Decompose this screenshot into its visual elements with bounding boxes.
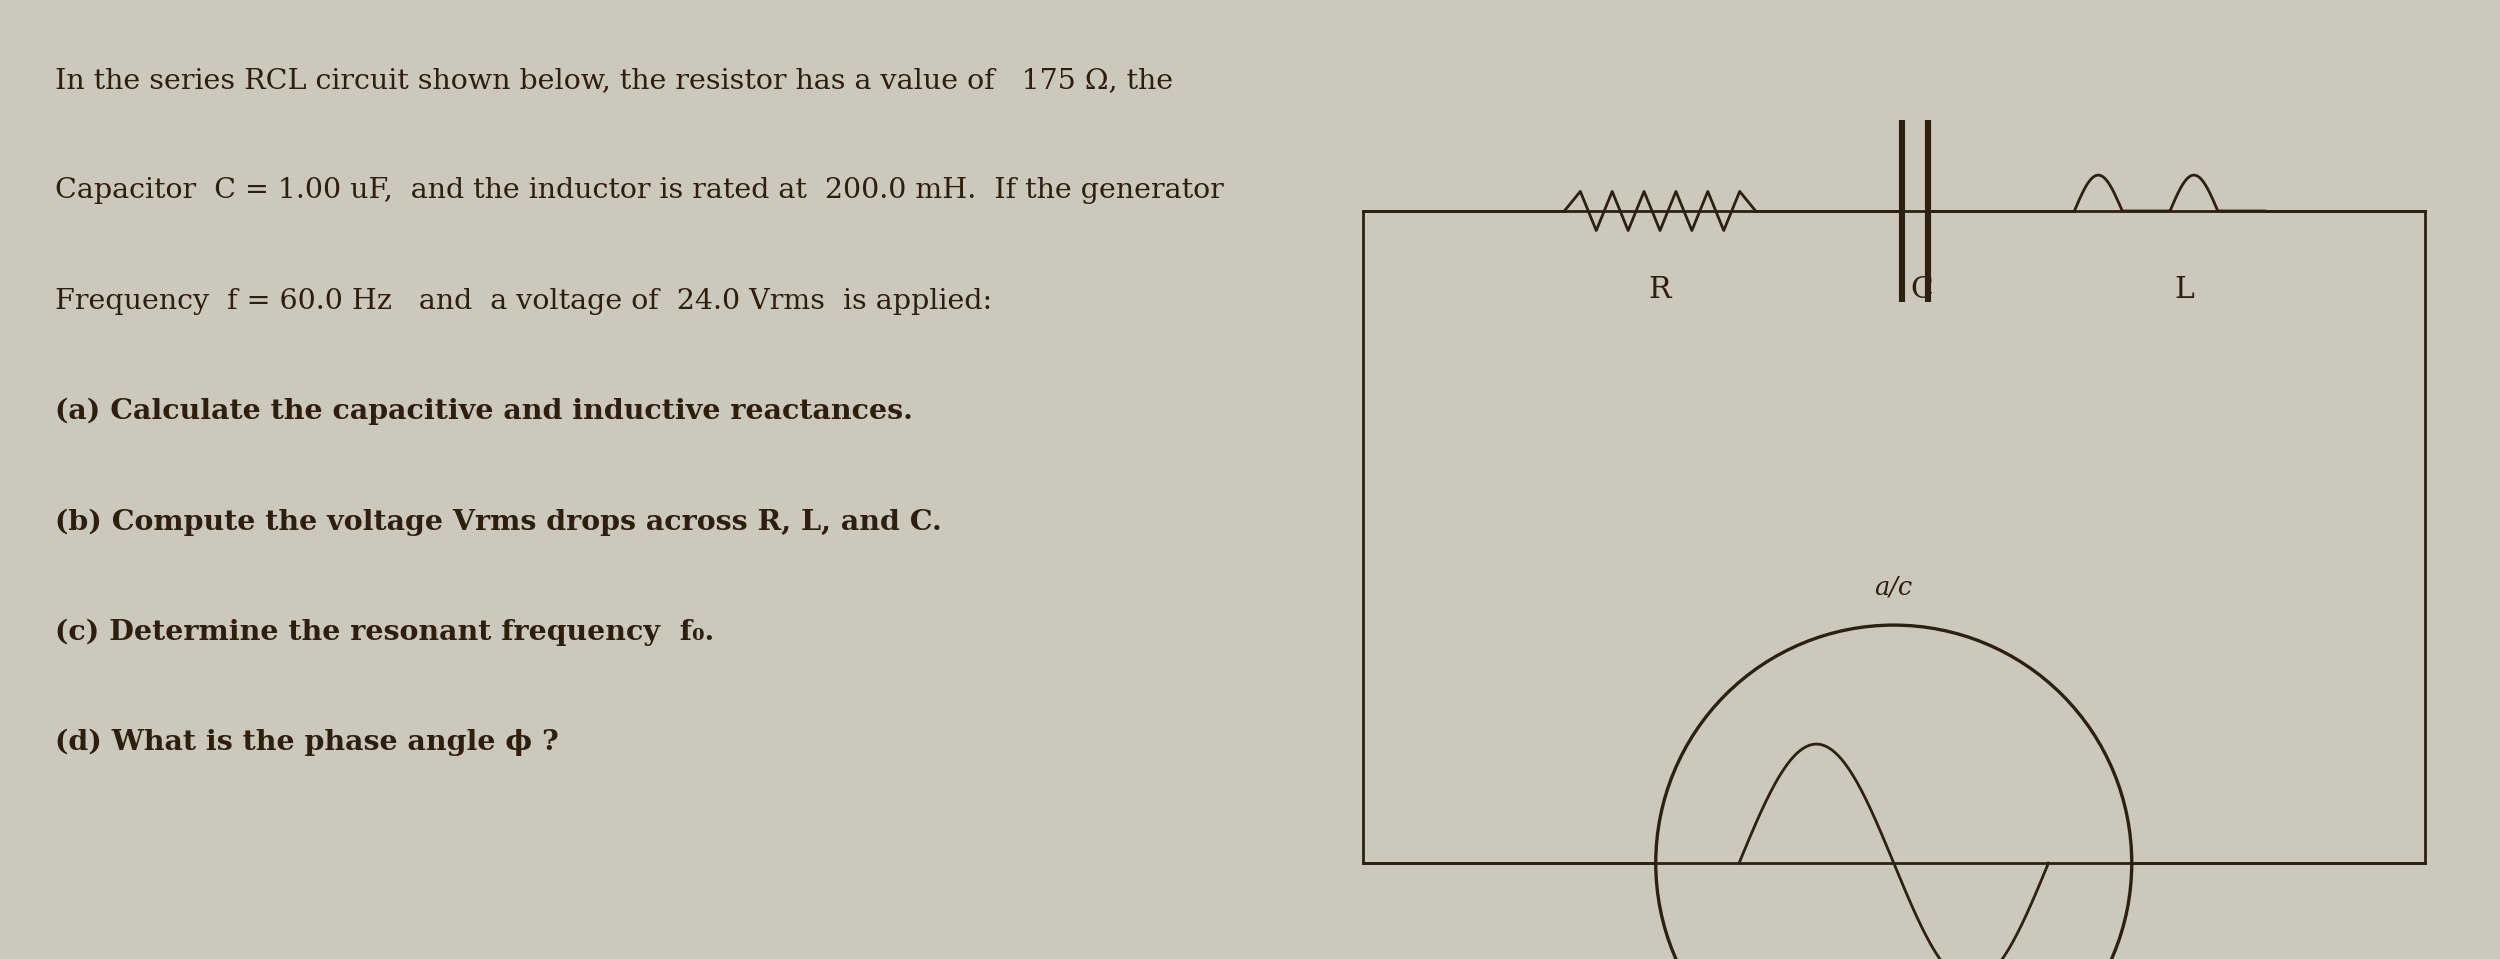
Text: (b) Compute the voltage Vrms drops across R, L, and C.: (b) Compute the voltage Vrms drops acros… xyxy=(55,508,942,536)
Text: Frequency  f = 60.0 Hz   and  a voltage of  24.0 Vrms  is applied:: Frequency f = 60.0 Hz and a voltage of 2… xyxy=(55,288,992,315)
Text: L: L xyxy=(2175,276,2195,304)
Text: (d) What is the phase angle ϕ ?: (d) What is the phase angle ϕ ? xyxy=(55,729,560,757)
Bar xyxy=(1362,211,2425,863)
Text: a/c: a/c xyxy=(1875,574,1912,599)
Text: R: R xyxy=(1650,276,1670,304)
Text: (c) Determine the resonant frequency  f₀.: (c) Determine the resonant frequency f₀. xyxy=(55,619,715,646)
Text: In the series RCL circuit shown below, the resistor has a value of   175 Ω, the: In the series RCL circuit shown below, t… xyxy=(55,67,1172,94)
Text: Capacitor  C = 1.00 uF,  and the inductor is rated at  200.0 mH.  If the generat: Capacitor C = 1.00 uF, and the inductor … xyxy=(55,177,1225,204)
Text: (a) Calculate the capacitive and inductive reactances.: (a) Calculate the capacitive and inducti… xyxy=(55,398,912,426)
Text: C: C xyxy=(1910,276,1932,304)
